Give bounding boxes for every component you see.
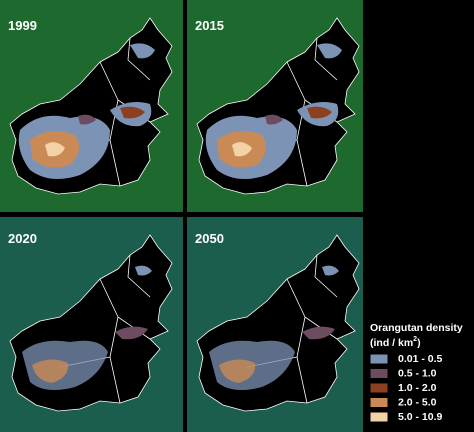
legend-unit: (ind / km2) xyxy=(370,336,421,349)
legend-swatch xyxy=(369,411,389,423)
map-panel: 1999 xyxy=(0,0,183,212)
map-panel: 2015 xyxy=(187,0,363,212)
legend: Orangutan density (ind / km2) 0.01 - 0.5… xyxy=(369,322,463,423)
legend-swatch xyxy=(369,353,389,365)
unit: (ind / km xyxy=(370,337,413,349)
legend-label: 1.0 - 2.0 xyxy=(398,382,437,394)
unit-sup: 2 xyxy=(413,336,417,343)
map-panel: 2050 xyxy=(187,217,363,432)
legend-swatch xyxy=(369,382,389,394)
legend-label: 2.0 - 5.0 xyxy=(398,396,437,408)
legend-swatch xyxy=(369,397,389,408)
legend-label: 0.01 - 0.5 xyxy=(398,353,443,365)
legend-label: 0.5 - 1.0 xyxy=(398,367,437,379)
legend-swatch xyxy=(369,368,389,379)
map-panel: 2020 xyxy=(0,217,183,432)
unit-end: ) xyxy=(417,337,421,349)
panel-label: 1999 xyxy=(8,18,37,33)
panel-label: 2020 xyxy=(8,231,37,246)
panel-label: 2050 xyxy=(195,231,224,246)
panel-label: 2015 xyxy=(195,18,224,33)
legend-title: Orangutan density xyxy=(370,322,463,334)
legend-label: 5.0 - 10.9 xyxy=(398,411,443,423)
